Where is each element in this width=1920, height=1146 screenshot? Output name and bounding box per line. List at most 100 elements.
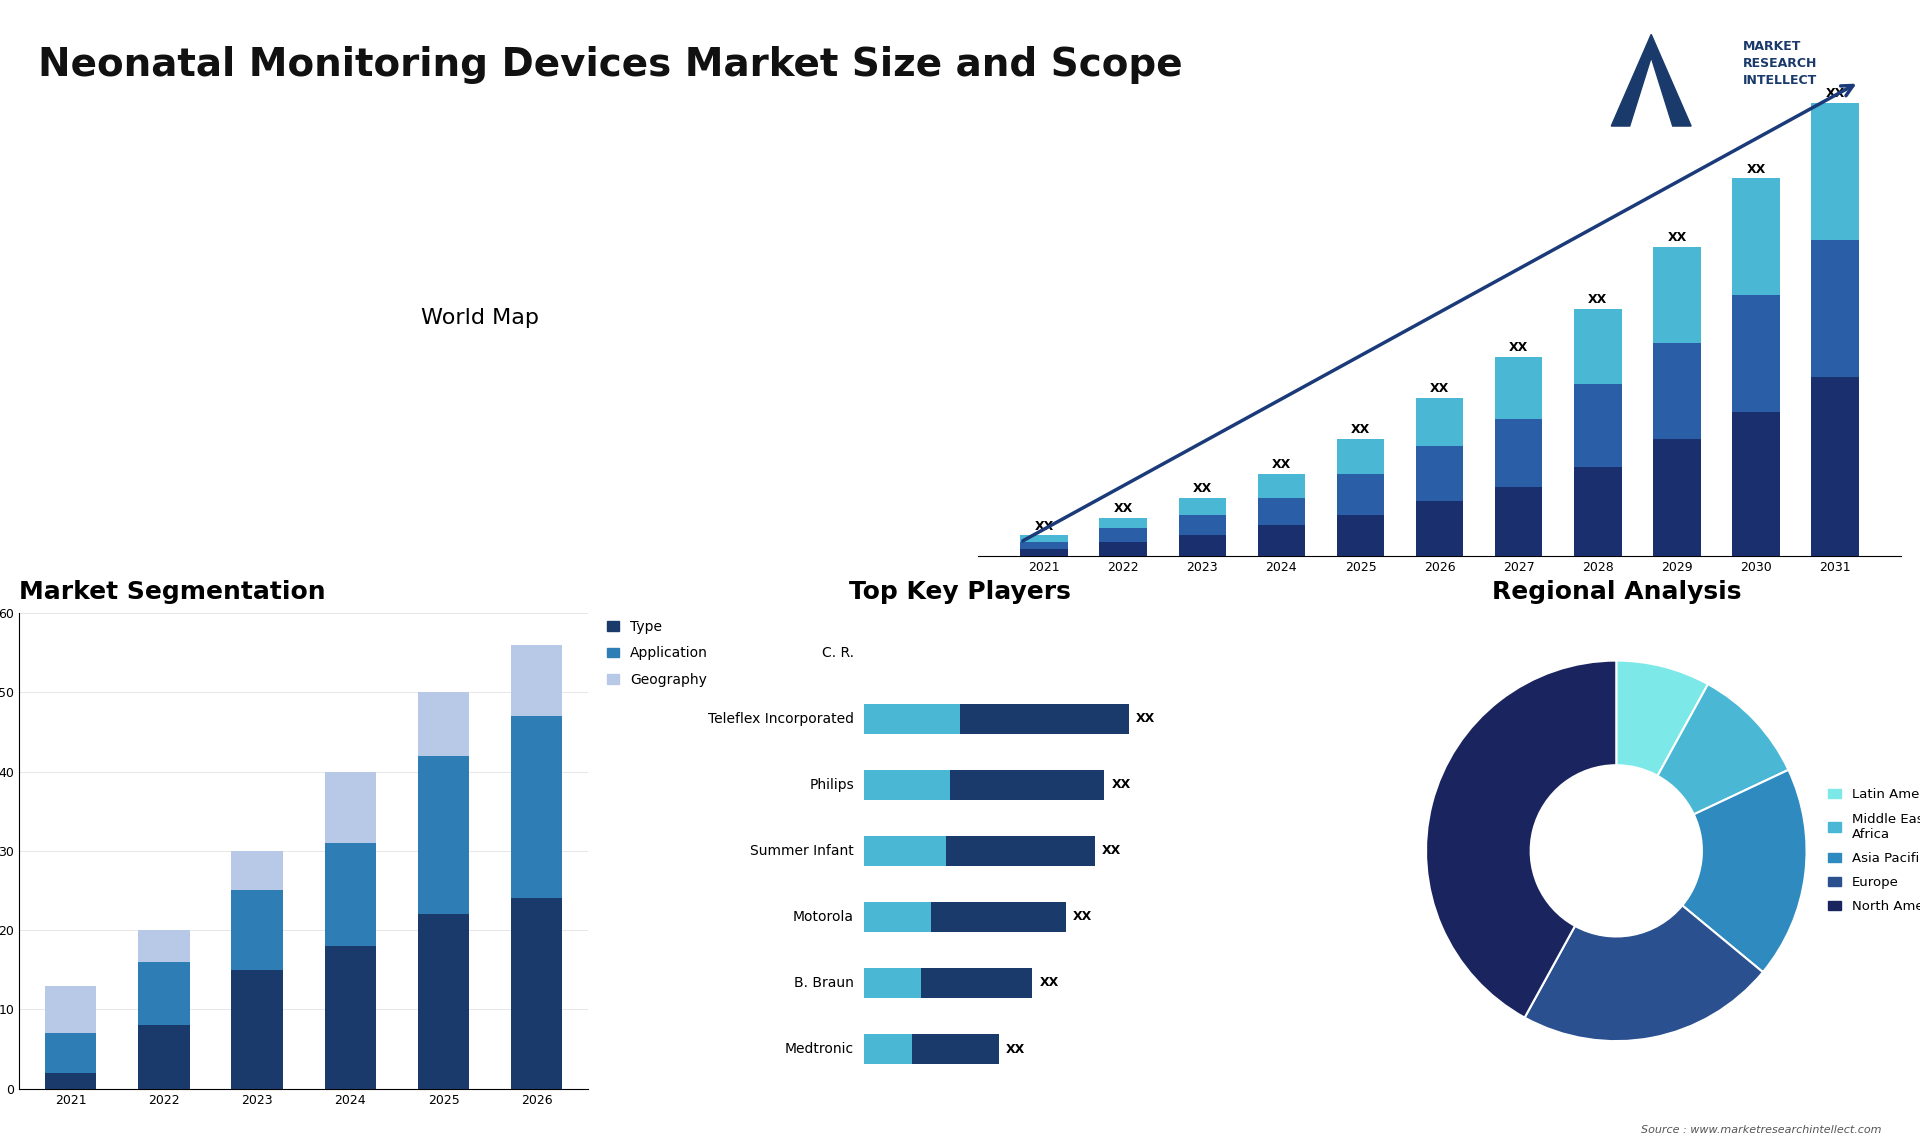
Bar [1811,377,1859,556]
Bar [864,835,945,865]
Bar [864,902,1066,932]
Bar [138,961,190,1026]
Text: C. R.: C. R. [822,645,854,660]
Text: XX: XX [1112,778,1131,791]
Text: XX: XX [1114,502,1133,516]
Bar [864,902,931,932]
Bar [511,645,563,716]
Bar [1179,535,1227,556]
Text: Teleflex Incorporated: Teleflex Incorporated [708,712,854,725]
Text: XX: XX [1192,481,1212,495]
Text: XX: XX [1102,845,1121,857]
Bar [864,968,922,998]
Text: World Map: World Map [420,308,540,328]
Bar [864,770,950,800]
Text: XX: XX [1271,457,1290,471]
Bar [1496,418,1542,487]
Wedge shape [1657,684,1788,815]
Bar [1415,501,1463,556]
Bar [864,704,960,733]
Text: Neonatal Monitoring Devices Market Size and Scope: Neonatal Monitoring Devices Market Size … [38,46,1183,84]
Bar [1020,542,1068,549]
Bar [419,692,468,755]
Bar [864,1034,912,1063]
Text: XX: XX [1747,163,1766,175]
Text: Source : www.marketresearchintellect.com: Source : www.marketresearchintellect.com [1642,1124,1882,1135]
Text: XX: XX [1667,231,1686,244]
Bar [1100,542,1146,556]
Bar [44,986,96,1034]
Wedge shape [1427,660,1617,1018]
Text: XX: XX [1006,1043,1025,1055]
Bar [1574,466,1622,556]
Text: XX: XX [1352,424,1371,437]
Wedge shape [1524,905,1763,1041]
Legend: Latin America, Middle East &
Africa, Asia Pacific, Europe, North America: Latin America, Middle East & Africa, Asi… [1822,783,1920,919]
Text: XX: XX [1039,976,1058,989]
Bar [511,898,563,1089]
Text: XX: XX [1035,519,1054,533]
Text: XX: XX [1509,342,1528,354]
Bar [1020,535,1068,542]
Bar [1258,525,1306,556]
Bar [1653,343,1701,439]
Polygon shape [1611,34,1692,126]
Bar [1496,356,1542,418]
Bar [324,945,376,1089]
Bar [1732,411,1780,556]
Bar [1336,439,1384,473]
Text: Motorola: Motorola [793,910,854,924]
Bar [1020,549,1068,556]
Bar [1496,487,1542,556]
Bar [232,890,282,970]
Bar [1258,497,1306,525]
Wedge shape [1617,660,1709,776]
Bar [1732,179,1780,295]
Bar [864,770,1104,800]
Bar [511,716,563,898]
Text: Market Segmentation: Market Segmentation [19,580,326,604]
Bar [1415,446,1463,501]
Bar [1336,473,1384,515]
Text: Medtronic: Medtronic [785,1042,854,1057]
Text: Philips: Philips [810,778,854,792]
Bar [1653,439,1701,556]
Title: Regional Analysis: Regional Analysis [1492,580,1741,604]
Bar [44,1034,96,1073]
Bar [1574,384,1622,466]
Text: XX: XX [1826,87,1845,100]
Bar [1100,518,1146,528]
Legend: Type, Application, Geography: Type, Application, Geography [607,620,708,686]
Wedge shape [1682,770,1807,972]
Bar [324,771,376,843]
Bar [232,970,282,1089]
Bar [864,1034,998,1063]
Bar [1811,103,1859,241]
Text: B. Braun: B. Braun [795,976,854,990]
Bar [232,850,282,890]
Text: XX: XX [1588,293,1607,306]
Bar [324,843,376,945]
Bar [864,835,1094,865]
Bar [1100,528,1146,542]
Bar [44,1073,96,1089]
Bar [1811,241,1859,377]
Bar [138,931,190,961]
Bar [1732,295,1780,411]
Title: Top Key Players: Top Key Players [849,580,1071,604]
Bar [1336,515,1384,556]
Text: XX: XX [1137,712,1156,725]
Bar [1574,308,1622,384]
Bar [1179,497,1227,515]
Bar [138,1026,190,1089]
Text: MARKET
RESEARCH
INTELLECT: MARKET RESEARCH INTELLECT [1743,39,1818,87]
Bar [419,915,468,1089]
Bar [419,755,468,915]
Bar [1415,398,1463,446]
Bar [1653,248,1701,343]
Text: Summer Infant: Summer Infant [751,843,854,858]
Text: XX: XX [1073,910,1092,924]
Text: XX: XX [1430,383,1450,395]
Bar [1258,473,1306,497]
Bar [864,704,1129,733]
